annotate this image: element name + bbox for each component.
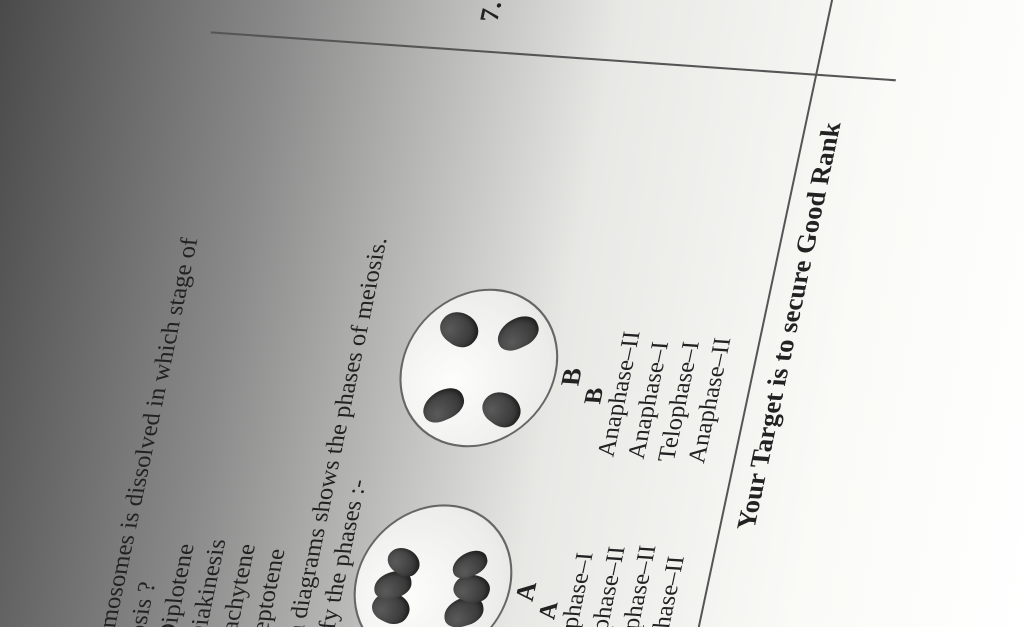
label-a: A xyxy=(509,581,543,602)
chrom xyxy=(419,382,468,428)
footer-rule xyxy=(662,0,856,627)
label-b: B xyxy=(555,367,589,387)
diagram-cell-b xyxy=(384,284,573,453)
diagram-cell-a xyxy=(339,499,528,627)
chrom xyxy=(434,305,485,354)
q7-number: 7. xyxy=(474,1,508,23)
chrom xyxy=(476,385,527,434)
footer-target: Your Target is to secure Good Rank xyxy=(731,121,848,530)
column-divider xyxy=(211,31,896,81)
chrom xyxy=(494,310,543,356)
